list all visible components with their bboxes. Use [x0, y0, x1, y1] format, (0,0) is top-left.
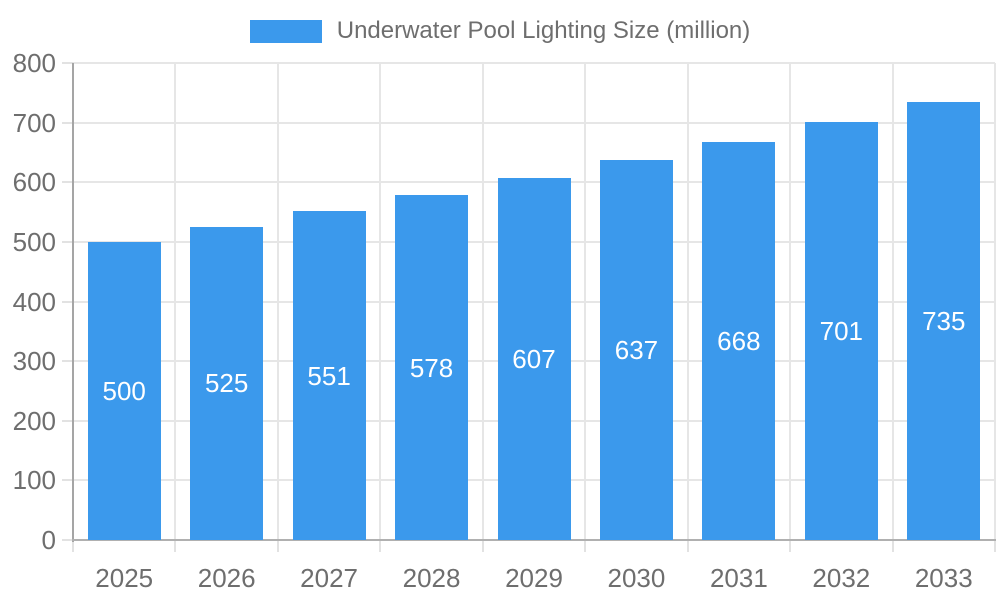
bar-2029: 607 — [497, 178, 571, 540]
x-tick — [584, 540, 587, 552]
x-axis-label: 2025 — [95, 563, 154, 593]
bar-2026: 525 — [190, 226, 264, 540]
h-gridline — [73, 121, 995, 124]
bar-2032: 701 — [804, 122, 878, 540]
v-gridline — [481, 63, 484, 540]
x-axis-label: 2026 — [197, 563, 256, 593]
y-tick — [62, 181, 73, 184]
y-axis-label: 400 — [12, 286, 56, 317]
x-axis-label: 2030 — [607, 563, 666, 593]
x-tick — [481, 540, 484, 552]
bar-value-label: 578 — [409, 352, 454, 383]
x-tick — [72, 540, 74, 552]
bar-2033: 735 — [907, 101, 981, 540]
bar-value-label: 735 — [922, 305, 966, 336]
bar-value-label: 525 — [204, 368, 249, 399]
x-axis-label: 2033 — [914, 563, 973, 593]
x-axis-label: 2028 — [402, 563, 461, 593]
y-axis-label: 600 — [12, 167, 56, 198]
y-tick — [62, 121, 73, 124]
bar-2028: 578 — [395, 195, 469, 540]
v-gridline — [994, 63, 996, 540]
y-axis-label: 100 — [12, 465, 56, 496]
x-tick — [789, 540, 792, 552]
y-axis-label: 0 — [41, 525, 56, 555]
bar-2030: 637 — [599, 160, 673, 540]
bar-2025: 500 — [87, 241, 161, 540]
y-tick — [62, 62, 73, 64]
bar-value-label: 551 — [307, 360, 351, 391]
y-axis-line — [72, 63, 74, 542]
v-gridline — [891, 63, 894, 540]
v-gridline — [276, 63, 279, 540]
y-axis-label: 300 — [12, 346, 56, 377]
y-tick — [62, 539, 73, 541]
x-axis-label: 2031 — [709, 563, 768, 593]
bar-value-label: 637 — [614, 335, 659, 366]
y-tick — [62, 360, 73, 363]
x-tick — [891, 540, 894, 552]
x-axis-label: 2029 — [505, 563, 563, 593]
y-axis-label: 800 — [12, 48, 56, 78]
x-tick — [276, 540, 279, 552]
legend-label: Underwater Pool Lighting Size (million) — [336, 17, 751, 44]
x-axis-line — [72, 539, 996, 541]
y-tick — [62, 240, 73, 243]
y-tick — [62, 479, 73, 482]
v-gridline — [174, 63, 177, 540]
y-axis-label: 500 — [12, 226, 56, 257]
bar-2031: 668 — [702, 141, 776, 540]
x-axis-label: 2027 — [300, 563, 359, 593]
y-axis-label: 200 — [12, 405, 56, 436]
x-tick — [686, 540, 689, 552]
x-axis-label: 2032 — [812, 563, 871, 593]
y-tick — [62, 419, 73, 422]
v-gridline — [379, 63, 382, 540]
h-gridline — [73, 62, 995, 64]
v-gridline — [686, 63, 689, 540]
bar-value-label: 701 — [819, 316, 864, 346]
bar-value-label: 500 — [102, 375, 146, 406]
v-gridline — [789, 63, 792, 540]
bar-value-label: 668 — [717, 325, 761, 356]
x-tick — [994, 540, 996, 552]
y-axis-label: 700 — [12, 107, 56, 138]
bar-value-label: 607 — [512, 344, 556, 375]
legend: Underwater Pool Lighting Size (million) — [0, 17, 1000, 45]
bar-2027: 551 — [292, 211, 366, 540]
x-tick — [174, 540, 177, 552]
x-tick — [379, 540, 382, 552]
legend-swatch — [249, 19, 322, 43]
y-tick — [62, 300, 73, 303]
v-gridline — [584, 63, 587, 540]
